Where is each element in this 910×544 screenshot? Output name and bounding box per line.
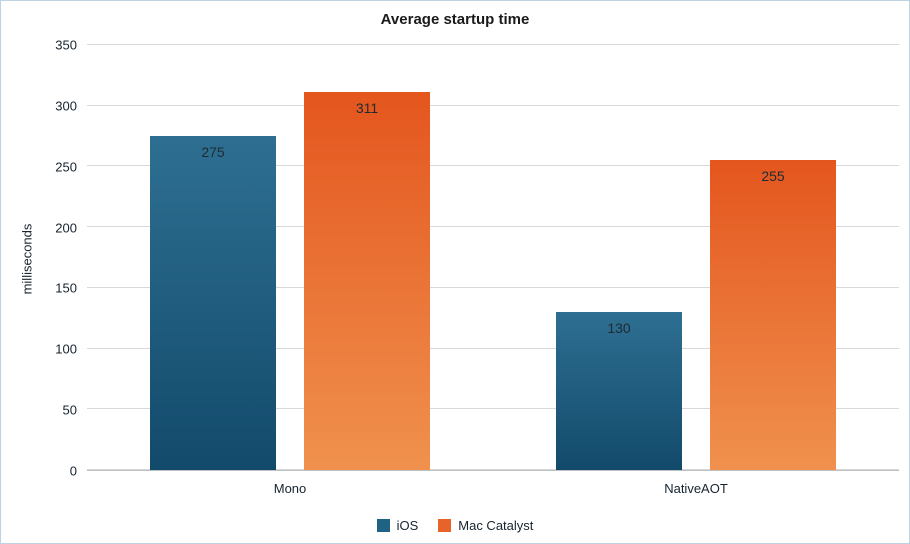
y-tick-label: 100 — [55, 341, 77, 357]
legend-swatch — [376, 519, 390, 532]
x-category-label: NativeAOT — [664, 481, 728, 496]
y-tick-label: 250 — [55, 159, 77, 175]
gridline — [87, 408, 899, 410]
chart-title: Average startup time — [380, 11, 530, 28]
bar-mac-catalyst: 255 — [710, 160, 836, 470]
gridline — [87, 226, 899, 228]
bar-value-label: 275 — [201, 144, 225, 161]
y-tick-label: 150 — [55, 280, 77, 296]
legend-item-mac-catalyst: Mac Catalyst — [438, 518, 533, 533]
bar-ios: 275 — [150, 136, 276, 470]
bar-group-nativeaot: 130 255 — [493, 45, 899, 470]
x-category-label: Mono — [273, 481, 307, 496]
bar-value-label: 130 — [607, 320, 631, 337]
gridline — [87, 44, 899, 45]
legend: iOS Mac Catalyst — [1, 518, 909, 533]
gridline — [87, 286, 899, 288]
legend-item-ios: iOS — [376, 518, 419, 533]
y-tick-label: 200 — [55, 220, 77, 236]
gridline — [87, 165, 899, 167]
bar-groups: 275 311 130 255 — [87, 45, 899, 470]
x-axis-labels: Mono NativeAOT — [87, 481, 899, 499]
gridline — [87, 347, 899, 349]
legend-label: iOS — [396, 518, 419, 533]
legend-label: Mac Catalyst — [458, 518, 534, 533]
bar-mac-catalyst: 311 — [304, 92, 430, 470]
bar-value-label: 255 — [761, 168, 785, 185]
y-tick-label: 350 — [55, 37, 77, 53]
plot-area: 275 311 130 255 — [87, 44, 899, 471]
y-tick-label: 0 — [69, 463, 77, 479]
y-tick-label: 50 — [62, 402, 77, 418]
bar-value-label: 311 — [355, 100, 379, 117]
bar-ios: 130 — [556, 312, 682, 470]
y-tick-label: 300 — [55, 98, 77, 114]
legend-swatch — [438, 519, 452, 532]
gridline — [87, 469, 899, 470]
y-axis-ticks: 0 50 100 150 200 250 300 350 — [1, 38, 77, 479]
gridline — [87, 104, 899, 106]
bar-group-mono: 275 311 — [87, 45, 493, 470]
